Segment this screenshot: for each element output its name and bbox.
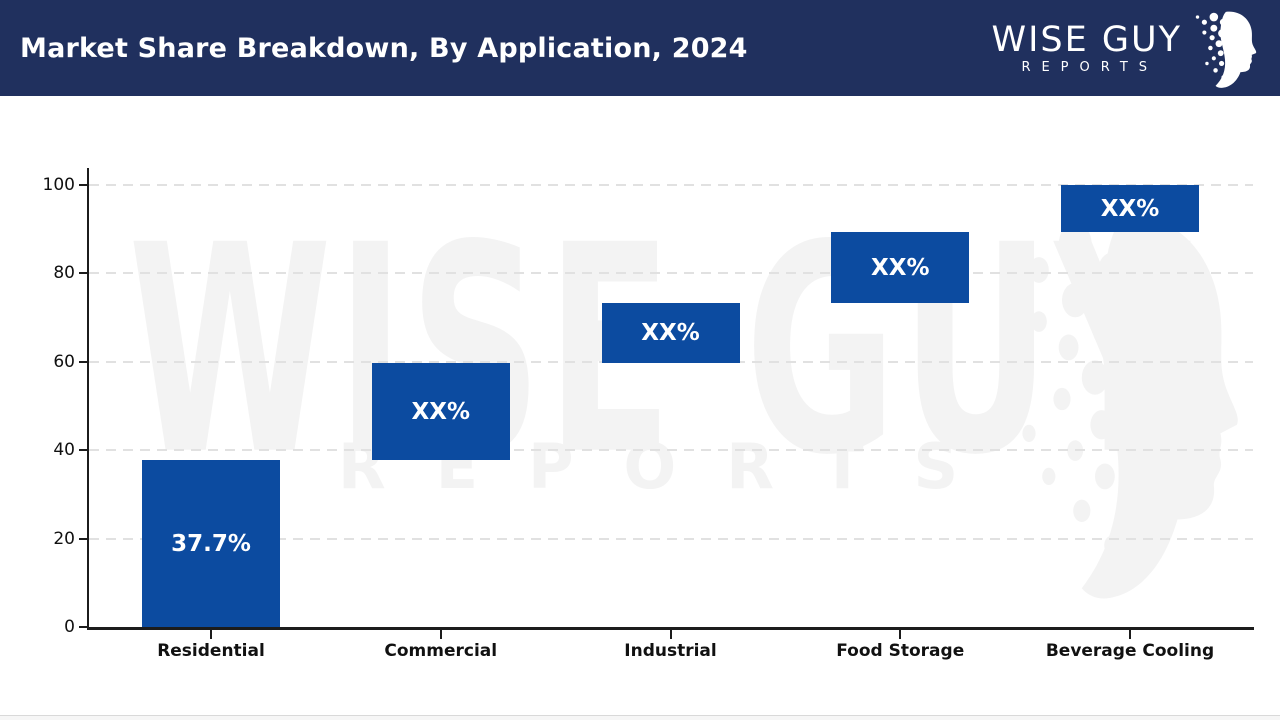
x-tick-mark xyxy=(210,630,212,639)
x-axis-label: Commercial xyxy=(384,641,498,661)
x-axis-label: Beverage Cooling xyxy=(1045,641,1215,661)
bar-value-label: XX% xyxy=(641,320,700,347)
gridline xyxy=(89,449,1253,452)
logo-subtitle: REPORTS xyxy=(1021,59,1159,75)
gridline xyxy=(89,272,1253,275)
logo-head-icon xyxy=(1195,11,1257,88)
x-axis-line xyxy=(87,627,1254,630)
x-axis-label: Industrial xyxy=(624,641,717,661)
header-bar: Market Share Breakdown, By Application, … xyxy=(0,0,1280,96)
page-title: Market Share Breakdown, By Application, … xyxy=(20,32,748,64)
y-tick-mark xyxy=(79,537,87,540)
bar-value-label: 37.7% xyxy=(171,530,251,557)
x-axis-label: Residential xyxy=(157,641,265,661)
logo-wordmark: WISE GUY xyxy=(991,19,1182,60)
x-tick-mark xyxy=(439,630,442,639)
bar-value-label: XX% xyxy=(870,254,930,281)
y-tick-label: 100 xyxy=(42,175,75,195)
bar-value-label: XX% xyxy=(1100,195,1160,222)
y-tick-label: 20 xyxy=(53,528,75,549)
x-tick-mark xyxy=(1129,630,1131,639)
y-tick-mark xyxy=(79,626,87,628)
y-tick-mark xyxy=(79,272,87,275)
logo-text: WISE GUY REPORTS xyxy=(991,19,1182,75)
gridline xyxy=(89,184,1253,186)
watermark-head-icon xyxy=(1022,217,1238,599)
x-axis-label: Food Storage xyxy=(836,641,965,661)
wise-guy-reports-logo: WISE GUY REPORTS xyxy=(991,5,1280,91)
bar-food-storage: XX% xyxy=(831,232,970,303)
y-tick-mark xyxy=(79,449,87,452)
y-tick-label: 40 xyxy=(53,440,75,461)
y-tick-label: 0 xyxy=(64,617,75,637)
bar-beverage-cooling: XX% xyxy=(1061,185,1199,233)
gridline xyxy=(89,537,1253,540)
y-tick-label: 60 xyxy=(53,351,75,372)
bar-value-label: XX% xyxy=(411,398,470,425)
x-tick-mark xyxy=(669,630,672,639)
bottom-margin xyxy=(0,716,1280,720)
y-tick-mark xyxy=(79,360,87,363)
bar-residential: 37.7% xyxy=(142,460,280,627)
y-axis-line xyxy=(87,168,89,629)
bar-commercial: XX% xyxy=(371,363,510,461)
chart-area: WISE GUY REPORTS 0 20 40 60 80 100 37.7% Reside… xyxy=(0,96,1280,720)
x-tick-mark xyxy=(899,630,902,639)
y-tick-label: 80 xyxy=(53,263,75,284)
bottom-divider xyxy=(0,715,1280,716)
y-tick-mark xyxy=(79,184,87,186)
bar-industrial: XX% xyxy=(601,303,740,364)
